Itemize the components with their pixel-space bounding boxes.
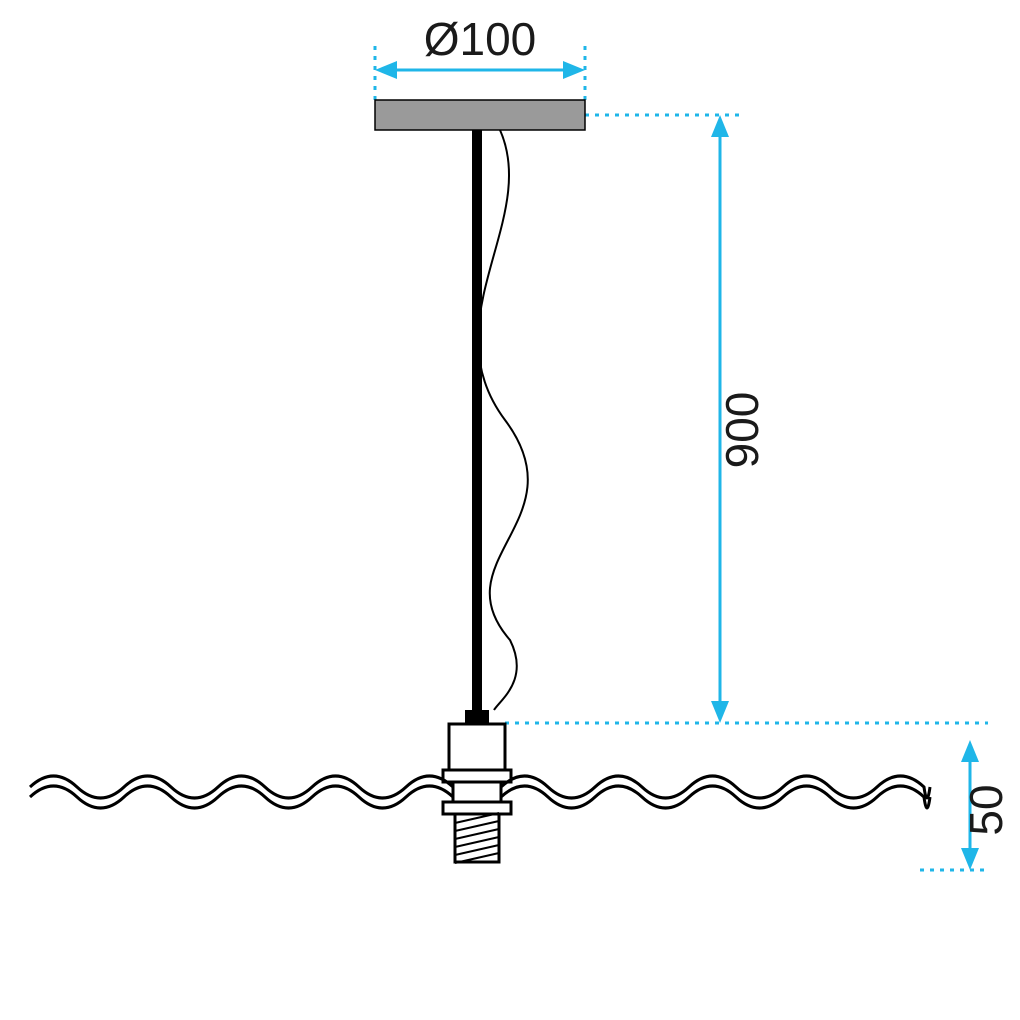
arrow-head <box>563 61 585 79</box>
arrow-head <box>711 115 729 137</box>
socket-upper <box>449 724 505 770</box>
socket-ring-lower <box>443 802 511 814</box>
dim-label-shade: 50 <box>960 784 1012 835</box>
socket-neck <box>453 782 501 802</box>
collar <box>465 710 489 724</box>
arrow-head <box>961 848 979 870</box>
technical-drawing: Ø100 900 50 <box>0 0 1020 1020</box>
arrow-head <box>711 701 729 723</box>
arrow-head <box>375 61 397 79</box>
dim-label-diameter: Ø100 <box>424 13 537 65</box>
dim-label-height: 900 <box>716 392 768 469</box>
socket-ring <box>443 770 511 782</box>
arrow-head <box>961 740 979 762</box>
rod <box>472 130 482 710</box>
canopy <box>375 100 585 130</box>
hanging-wire <box>478 130 528 710</box>
